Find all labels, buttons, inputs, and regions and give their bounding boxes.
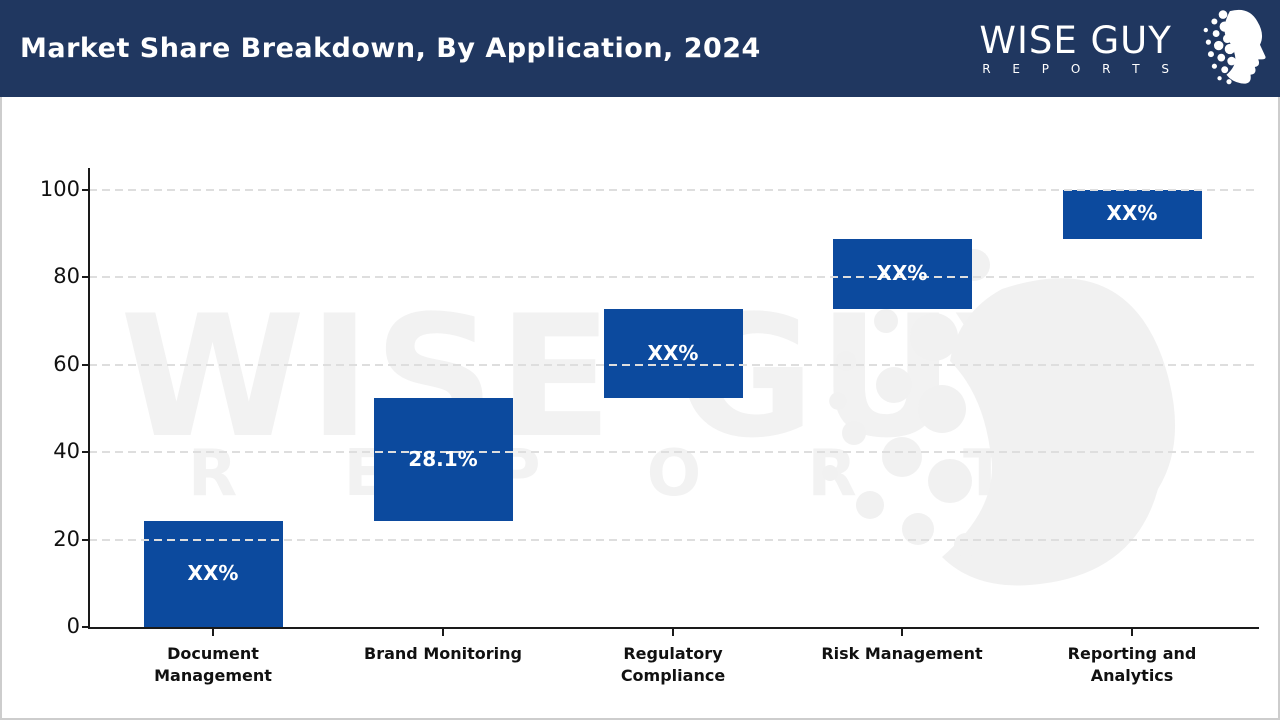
wiseguy-logo: WISE GUY R E P O R T S (973, 6, 1280, 92)
y-tick-label: 0 (66, 614, 80, 638)
category-label: Reporting and Analytics (1067, 644, 1197, 685)
y-tick-label: 40 (53, 439, 80, 463)
x-axis-tick (212, 629, 214, 636)
bar (603, 308, 743, 399)
y-axis-tick (82, 538, 89, 541)
y-tick-label: 60 (53, 351, 80, 376)
y-axis (88, 168, 90, 629)
page-title: Market Share Breakdown, By Application, … (20, 33, 761, 64)
x-axis-tick (442, 629, 444, 636)
x-axis (88, 627, 1259, 629)
logo-face-icon (1203, 9, 1266, 84)
x-axis-tick (1131, 629, 1133, 636)
y-tick-label: 100 (39, 176, 80, 201)
category-label: Document Management (154, 644, 272, 685)
bar-value-label: XX% (1106, 201, 1158, 225)
category-label: Brand Monitoring (364, 644, 522, 663)
bar-value-label: XX% (187, 561, 239, 586)
bar-value-label: XX% (876, 260, 928, 285)
x-axis-tick (901, 629, 903, 636)
category-label: Risk Management (821, 644, 983, 663)
logo-brand-subtitle: R E P O R T S (982, 61, 1178, 76)
bar (373, 398, 513, 522)
y-axis-tick (82, 626, 89, 628)
gridline (89, 363, 1259, 366)
watermark-face-icon (822, 249, 1176, 586)
wiseguy-logo-text: WISE GUY R E P O R T S (973, 22, 1178, 76)
gridline (89, 276, 1259, 278)
y-tick-label: 80 (53, 264, 80, 288)
bar-value-label: XX% (647, 340, 699, 365)
x-axis-tick (672, 629, 674, 636)
y-axis-tick (82, 451, 89, 453)
bar (1062, 189, 1202, 239)
bar (832, 238, 972, 309)
y-axis-tick (82, 363, 89, 366)
logo-brand-name: WISE GUY (979, 18, 1172, 62)
gridline (89, 188, 1259, 191)
chart-area: WISE GUY R E P O R T S 0 20 40 60 80 100 XX% Do… (0, 97, 1280, 720)
bar-value-label: 28.1% (408, 446, 478, 471)
y-axis-tick (82, 276, 89, 278)
category-label: Regulatory Compliance (620, 644, 726, 685)
gridline (89, 538, 1259, 541)
gridline (89, 451, 1259, 453)
y-axis-tick (82, 188, 89, 191)
y-tick-label: 20 (53, 526, 80, 551)
header-bar: Market Share Breakdown, By Application, … (0, 0, 1280, 97)
